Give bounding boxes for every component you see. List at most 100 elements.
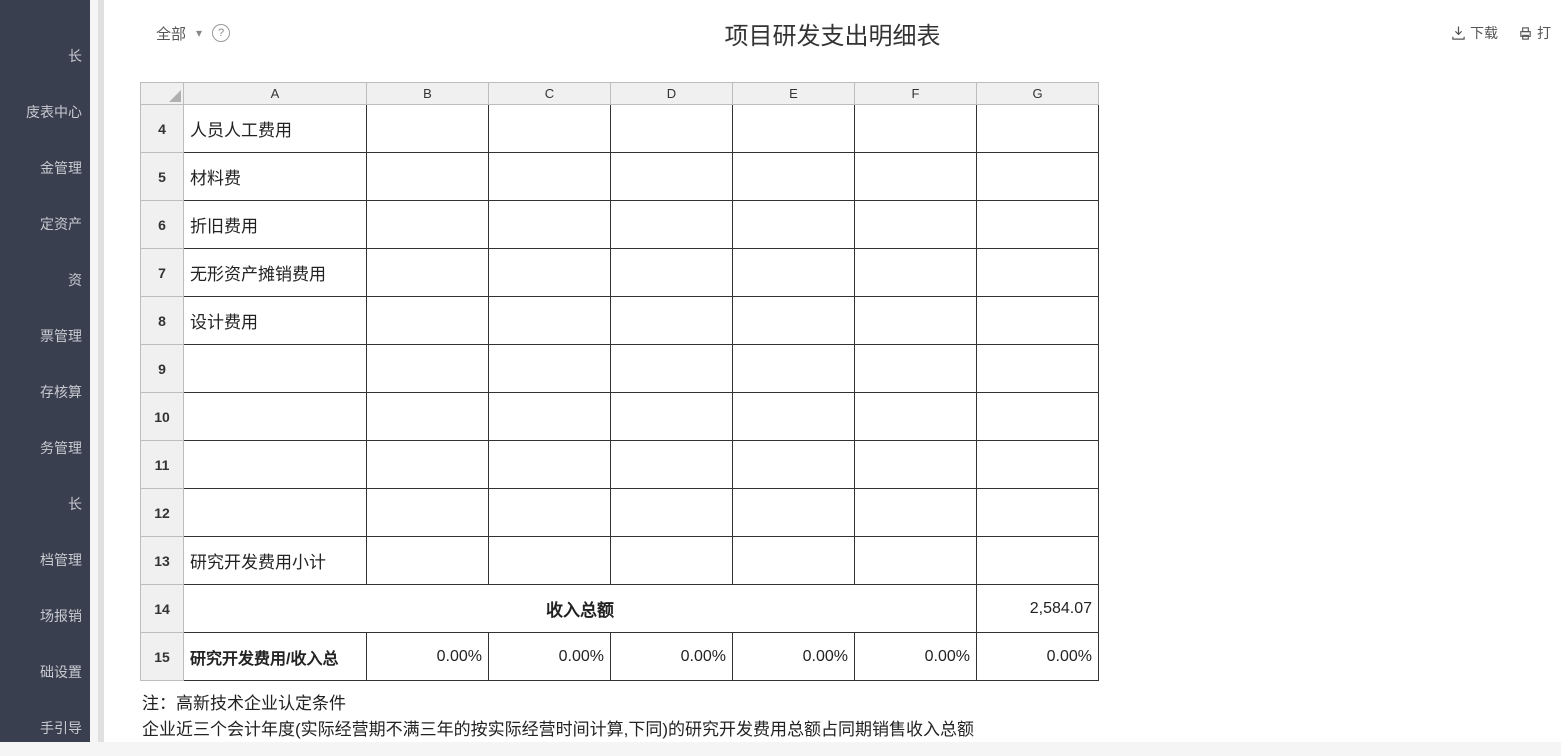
column-header-B[interactable]: B bbox=[367, 83, 489, 105]
cell-A11[interactable] bbox=[184, 441, 367, 489]
sidebar-item-1[interactable]: 庋表中心 bbox=[0, 84, 90, 140]
cell-F7[interactable] bbox=[855, 249, 977, 297]
cell-A9[interactable] bbox=[184, 345, 367, 393]
cell-B4[interactable] bbox=[367, 105, 489, 153]
cell-F13[interactable] bbox=[855, 537, 977, 585]
cell-E7[interactable] bbox=[733, 249, 855, 297]
cell-C5[interactable] bbox=[489, 153, 611, 201]
column-header-C[interactable]: C bbox=[489, 83, 611, 105]
cell-D9[interactable] bbox=[611, 345, 733, 393]
ratio-cell-F[interactable]: 0.00% bbox=[855, 633, 977, 681]
sidebar-item-12[interactable]: 手引导 bbox=[0, 700, 90, 756]
cell-G5[interactable] bbox=[977, 153, 1099, 201]
row-header-4[interactable]: 4 bbox=[141, 105, 184, 153]
cell-G13[interactable] bbox=[977, 537, 1099, 585]
cell-D4[interactable] bbox=[611, 105, 733, 153]
cell-C12[interactable] bbox=[489, 489, 611, 537]
cell-F5[interactable] bbox=[855, 153, 977, 201]
sidebar-item-2[interactable]: 金管理 bbox=[0, 140, 90, 196]
cell-A5[interactable]: 材料费 bbox=[184, 153, 367, 201]
download-button[interactable]: 下载 bbox=[1451, 23, 1498, 43]
cell-G4[interactable] bbox=[977, 105, 1099, 153]
cell-B5[interactable] bbox=[367, 153, 489, 201]
cell-E9[interactable] bbox=[733, 345, 855, 393]
cell-B12[interactable] bbox=[367, 489, 489, 537]
row-header-5[interactable]: 5 bbox=[141, 153, 184, 201]
corner-cell[interactable] bbox=[141, 83, 184, 105]
cell-G6[interactable] bbox=[977, 201, 1099, 249]
cell-C4[interactable] bbox=[489, 105, 611, 153]
ratio-cell-C[interactable]: 0.00% bbox=[489, 633, 611, 681]
cell-D6[interactable] bbox=[611, 201, 733, 249]
cell-F11[interactable] bbox=[855, 441, 977, 489]
sidebar-item-0[interactable]: 长 bbox=[0, 28, 90, 84]
sheet-table[interactable]: ABCDEFG4人员人工费用5材料费6折旧费用7无形资产摊销费用8设计费用910… bbox=[140, 82, 1099, 681]
row-header-13[interactable]: 13 bbox=[141, 537, 184, 585]
cell-C13[interactable] bbox=[489, 537, 611, 585]
column-header-A[interactable]: A bbox=[184, 83, 367, 105]
sidebar-item-9[interactable]: 档管理 bbox=[0, 532, 90, 588]
cell-E5[interactable] bbox=[733, 153, 855, 201]
cell-D5[interactable] bbox=[611, 153, 733, 201]
cell-E10[interactable] bbox=[733, 393, 855, 441]
cell-E8[interactable] bbox=[733, 297, 855, 345]
cell-G11[interactable] bbox=[977, 441, 1099, 489]
cell-G10[interactable] bbox=[977, 393, 1099, 441]
cell-C8[interactable] bbox=[489, 297, 611, 345]
cell-E4[interactable] bbox=[733, 105, 855, 153]
row-header-11[interactable]: 11 bbox=[141, 441, 184, 489]
cell-E12[interactable] bbox=[733, 489, 855, 537]
cell-A6[interactable]: 折旧费用 bbox=[184, 201, 367, 249]
ratio-cell-B[interactable]: 0.00% bbox=[367, 633, 489, 681]
row-header-9[interactable]: 9 bbox=[141, 345, 184, 393]
column-header-F[interactable]: F bbox=[855, 83, 977, 105]
row-header-6[interactable]: 6 bbox=[141, 201, 184, 249]
sidebar-item-11[interactable]: 础设置 bbox=[0, 644, 90, 700]
sidebar-item-7[interactable]: 务管理 bbox=[0, 420, 90, 476]
cell-C7[interactable] bbox=[489, 249, 611, 297]
cell-G7[interactable] bbox=[977, 249, 1099, 297]
cell-G12[interactable] bbox=[977, 489, 1099, 537]
sidebar-item-3[interactable]: 定资产 bbox=[0, 196, 90, 252]
cell-B13[interactable] bbox=[367, 537, 489, 585]
cell-B7[interactable] bbox=[367, 249, 489, 297]
cell-F6[interactable] bbox=[855, 201, 977, 249]
column-header-E[interactable]: E bbox=[733, 83, 855, 105]
cell-D11[interactable] bbox=[611, 441, 733, 489]
cell-A12[interactable] bbox=[184, 489, 367, 537]
sidebar-item-4[interactable]: 资 bbox=[0, 252, 90, 308]
cell-F9[interactable] bbox=[855, 345, 977, 393]
ratio-cell-G[interactable]: 0.00% bbox=[977, 633, 1099, 681]
cell-B10[interactable] bbox=[367, 393, 489, 441]
cell-D8[interactable] bbox=[611, 297, 733, 345]
sidebar-item-6[interactable]: 存核算 bbox=[0, 364, 90, 420]
cell-D10[interactable] bbox=[611, 393, 733, 441]
income-total-label[interactable]: 收入总额 bbox=[184, 585, 977, 633]
cell-A7[interactable]: 无形资产摊销费用 bbox=[184, 249, 367, 297]
cell-G8[interactable] bbox=[977, 297, 1099, 345]
cell-C9[interactable] bbox=[489, 345, 611, 393]
cell-A4[interactable]: 人员人工费用 bbox=[184, 105, 367, 153]
print-button[interactable]: 打 bbox=[1518, 23, 1551, 43]
income-total-value[interactable]: 2,584.07 bbox=[977, 585, 1099, 633]
cell-E11[interactable] bbox=[733, 441, 855, 489]
row-header-12[interactable]: 12 bbox=[141, 489, 184, 537]
cell-F8[interactable] bbox=[855, 297, 977, 345]
cell-F10[interactable] bbox=[855, 393, 977, 441]
cell-B8[interactable] bbox=[367, 297, 489, 345]
cell-D13[interactable] bbox=[611, 537, 733, 585]
cell-F12[interactable] bbox=[855, 489, 977, 537]
row-header-7[interactable]: 7 bbox=[141, 249, 184, 297]
cell-B9[interactable] bbox=[367, 345, 489, 393]
cell-A8[interactable]: 设计费用 bbox=[184, 297, 367, 345]
ratio-row-label[interactable]: 研究开发费用/收入总 bbox=[184, 633, 367, 681]
cell-F4[interactable] bbox=[855, 105, 977, 153]
cell-B11[interactable] bbox=[367, 441, 489, 489]
column-header-G[interactable]: G bbox=[977, 83, 1099, 105]
filter-dropdown[interactable]: 全部 ▾ ? bbox=[156, 23, 230, 44]
row-header-15[interactable]: 15 bbox=[141, 633, 184, 681]
cell-C11[interactable] bbox=[489, 441, 611, 489]
cell-A10[interactable] bbox=[184, 393, 367, 441]
cell-E6[interactable] bbox=[733, 201, 855, 249]
cell-B6[interactable] bbox=[367, 201, 489, 249]
